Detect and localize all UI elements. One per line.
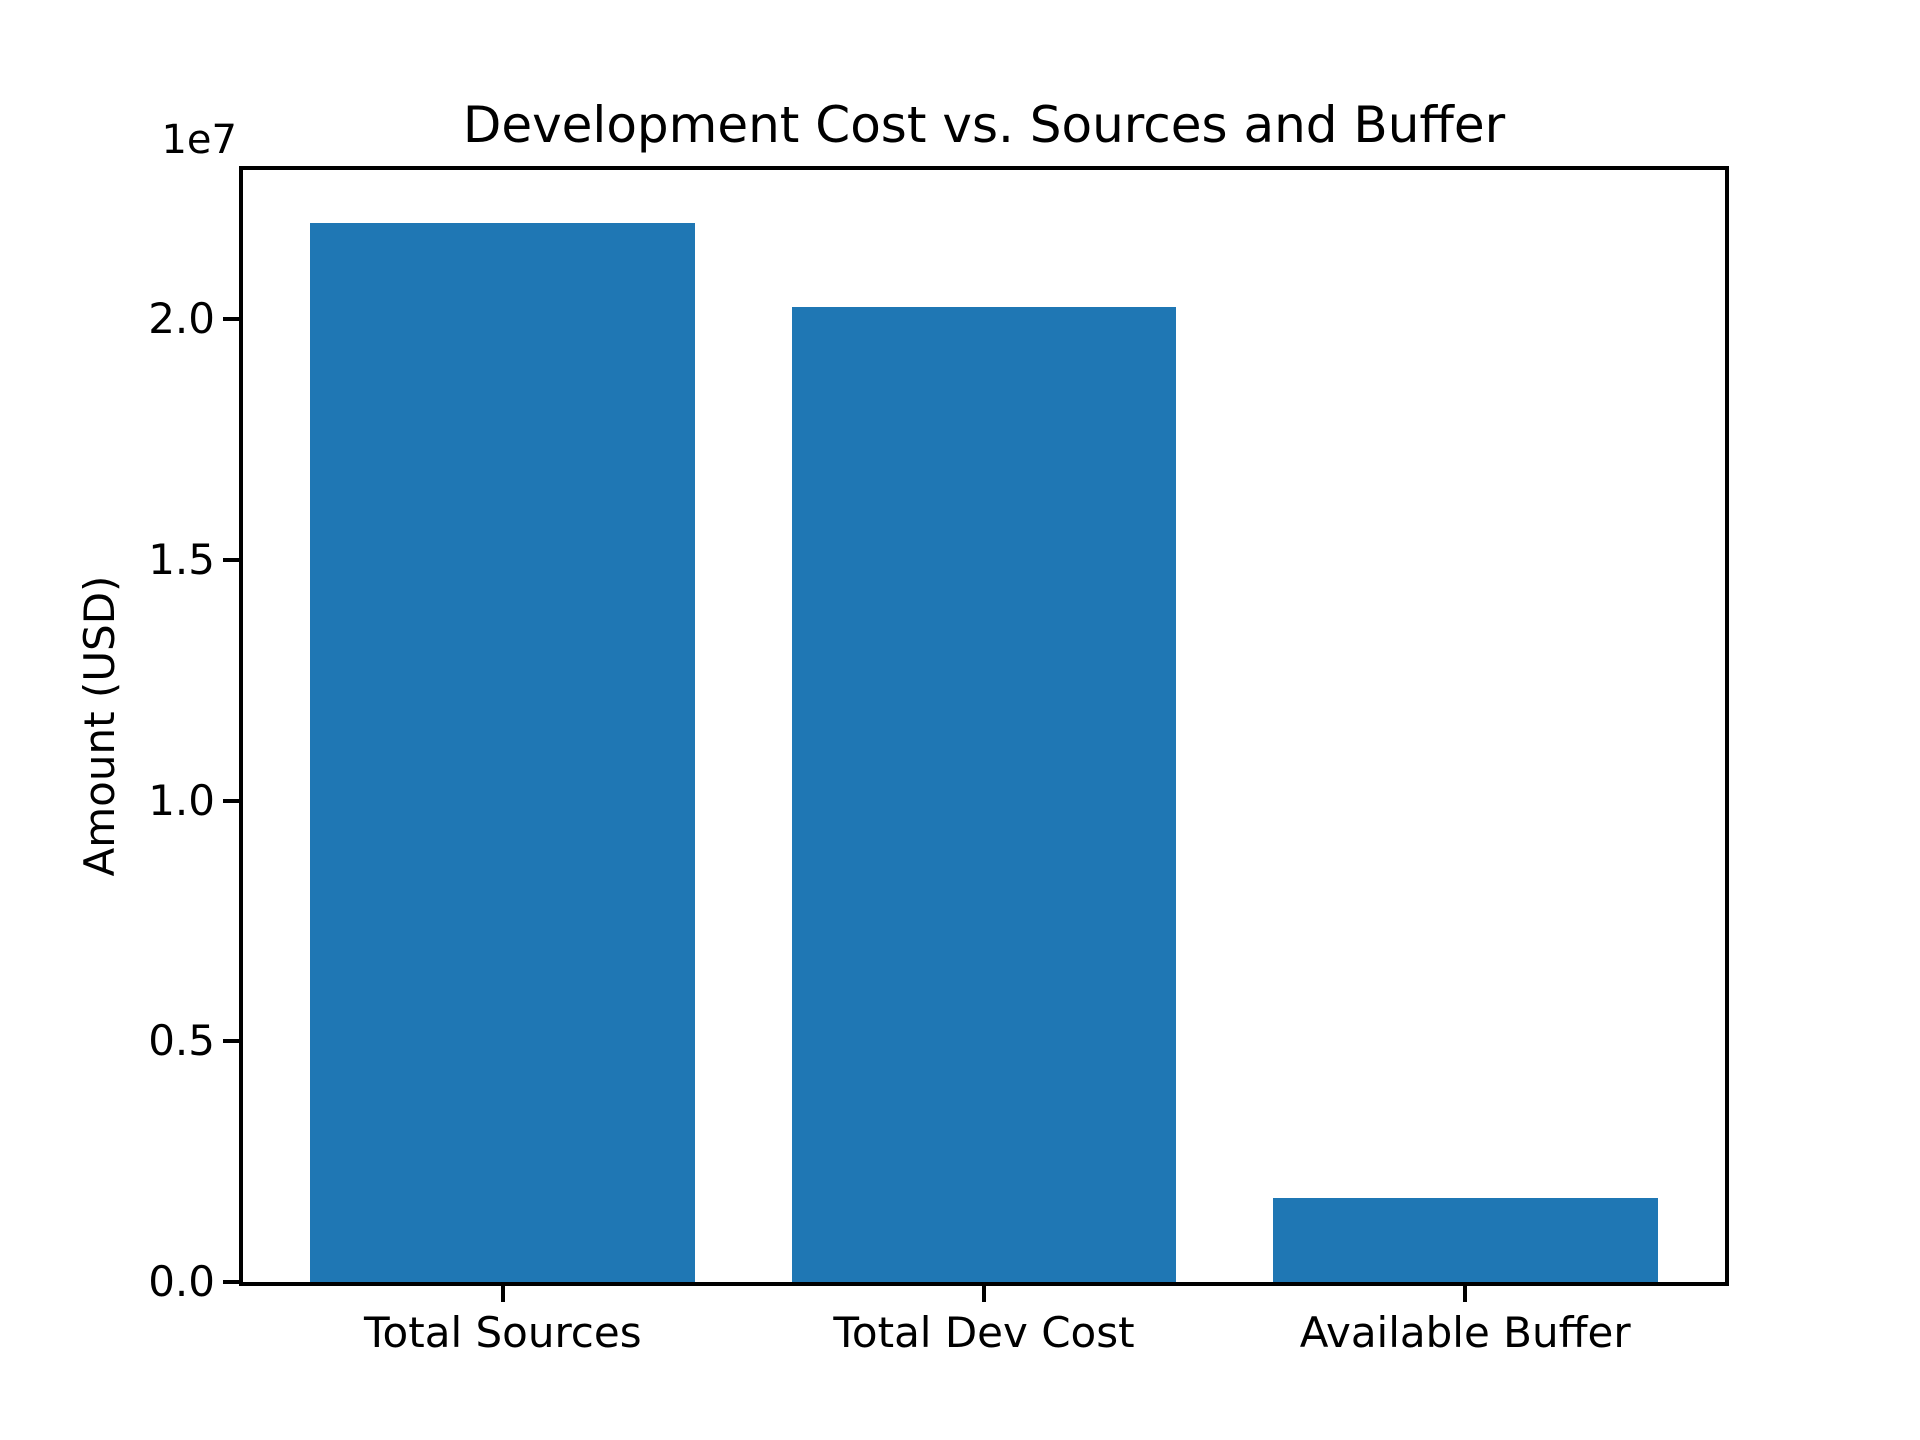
x-tick-label: Total Dev Cost xyxy=(833,1308,1135,1357)
y-tick-mark xyxy=(223,317,239,322)
y-tick-mark xyxy=(223,798,239,803)
y-axis-offset-label: 1e7 xyxy=(161,117,237,163)
x-tick-mark xyxy=(1463,1286,1468,1302)
x-tick-label: Total Sources xyxy=(364,1308,642,1357)
y-tick-label: 0.0 xyxy=(148,1257,215,1306)
bar-total-dev-cost xyxy=(791,307,1177,1282)
plot-area xyxy=(239,166,1729,1286)
x-tick-mark xyxy=(982,1286,986,1302)
y-tick-label: 1.0 xyxy=(148,775,215,825)
x-tick-label: Available Buffer xyxy=(1299,1308,1631,1357)
y-tick-label: 1.5 xyxy=(148,534,215,584)
bars-layer xyxy=(243,170,1725,1282)
y-tick-label: 2.0 xyxy=(148,294,215,344)
bar-total-sources xyxy=(310,222,696,1282)
y-axis-label: Amount (USD) xyxy=(75,575,124,877)
y-tick-mark xyxy=(223,557,239,562)
x-tick-mark xyxy=(500,1286,505,1302)
y-tick-mark xyxy=(223,1280,239,1284)
chart-title: Development Cost vs. Sources and Buffer xyxy=(462,96,1506,154)
y-tick-label: 0.5 xyxy=(148,1016,215,1066)
y-tick-mark xyxy=(223,1039,239,1044)
bar-available-buffer xyxy=(1272,1197,1658,1282)
